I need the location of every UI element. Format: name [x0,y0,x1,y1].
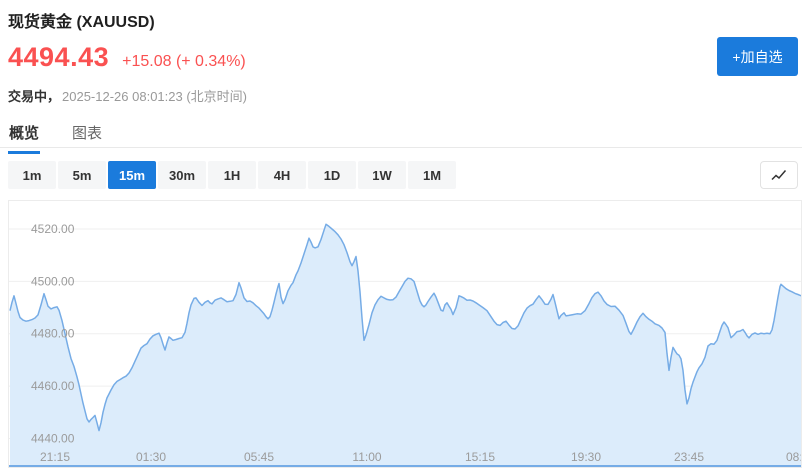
timeframe-group: 1m 5m 15m 30m 1H 4H 1D 1W 1M [8,161,458,189]
timeframe-1D[interactable]: 1D [308,161,356,189]
y-axis-label: 4520.00 [31,222,75,236]
price-row: 4494.43 +15.08 (+ 0.34%) [8,42,246,73]
timeframe-1H[interactable]: 1H [208,161,256,189]
price-chart-svg: 4520.00 4500.00 4480.00 4460.00 4440.00 21:15… [9,222,801,467]
timeframe-1m[interactable]: 1m [8,161,56,189]
current-price: 4494.43 [8,42,110,72]
price-area-fill [10,224,801,466]
x-axis-label: 11:00 [352,450,381,464]
y-axis-label: 4440.00 [31,431,75,445]
trading-status-label: 交易中， [8,89,61,104]
y-axis-label: 4500.00 [31,274,75,288]
price-change: +15.08 (+ 0.34%) [122,53,246,70]
price-line [9,223,801,432]
add-watchlist-button[interactable]: +加自选 [717,37,798,76]
x-axis-label: 23:45 [674,450,704,464]
timeframe-4H[interactable]: 4H [258,161,306,189]
timeframe-5m[interactable]: 5m [58,161,106,189]
tab-概览[interactable]: 概览 [8,119,41,154]
tab-bar: 概览 图表 [0,119,802,154]
x-axis-label: 15:15 [465,450,495,464]
x-axis-label: 19:30 [571,450,601,464]
tab-图表[interactable]: 图表 [72,125,103,142]
chart-type-button[interactable] [760,161,798,189]
y-axis-label: 4480.00 [31,327,75,341]
x-axis-label: 08:00 [786,450,801,464]
timeframe-30m[interactable]: 30m [158,161,206,189]
trading-status: 交易中， 2025-12-26 08:01:23 (北京时间) [8,86,247,105]
trading-status-time: 2025-12-26 08:01:23 (北京时间) [62,89,247,104]
timeframe-1M[interactable]: 1M [408,161,456,189]
y-axis-label: 4460.00 [31,379,75,393]
x-axis-label: 01:30 [136,450,166,464]
line-chart-icon [771,170,787,181]
timeframe-1W[interactable]: 1W [358,161,406,189]
page-title: 现货黄金 (XAUUSD) [8,14,155,31]
x-axis-label: 21:15 [40,450,70,464]
price-chart[interactable]: 4520.00 4500.00 4480.00 4460.00 4440.00 21:15… [8,200,802,468]
x-axis-label: 05:45 [244,450,274,464]
timeframe-15m[interactable]: 15m [108,161,156,189]
